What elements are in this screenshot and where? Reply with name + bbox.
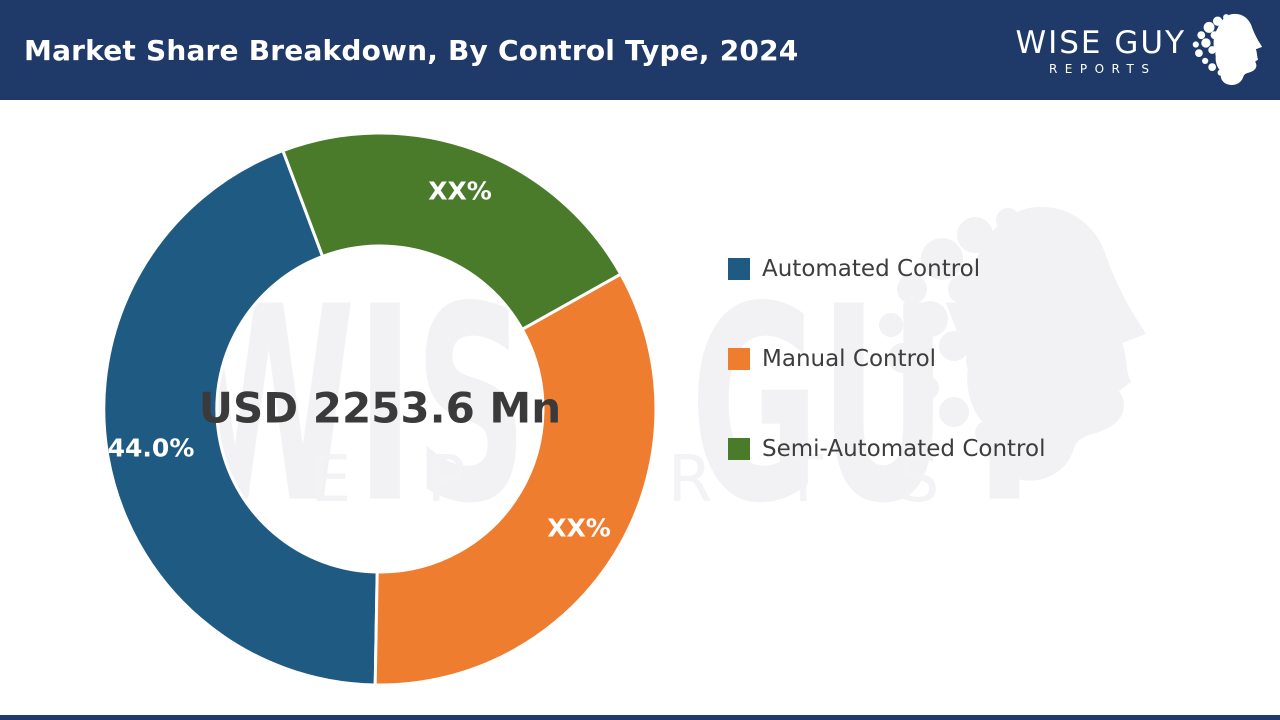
legend-swatch (728, 258, 750, 280)
brand-name: WISE GUY (1015, 25, 1186, 61)
legend-item-semi-automated-control: Semi-Automated Control (728, 436, 1045, 462)
legend-label: Semi-Automated Control (762, 436, 1046, 462)
legend-swatch (728, 438, 750, 460)
legend-swatch (728, 348, 750, 370)
chart-legend: Automated Control Manual Control Semi-Auto… (728, 256, 1045, 526)
donut-segment-manual-control (373, 272, 658, 687)
legend-item-automated-control: Automated Control (728, 256, 1045, 282)
page-title: Market Share Breakdown, By Control Type,… (24, 33, 799, 67)
brand-logo: WISE GUY REPORTS (1015, 8, 1266, 92)
header-bar: Market Share Breakdown, By Control Type,… (0, 0, 1280, 100)
legend-item-manual-control: Manual Control (728, 346, 1045, 372)
donut-segment-automated-control (102, 149, 379, 687)
segment-value-label: XX% (428, 176, 492, 206)
donut-segment-semi-automated-control (281, 131, 623, 331)
brand-face-icon (1192, 13, 1263, 86)
brand-subname: REPORTS (1048, 62, 1157, 76)
legend-label: Automated Control (762, 256, 981, 282)
segment-value-label: 44.0% (107, 433, 195, 463)
footer-bar (0, 715, 1280, 720)
brand-logo-text: WISE GUY REPORTS (1015, 25, 1186, 77)
legend-label: Manual Control (762, 346, 937, 372)
segment-value-label: XX% (547, 513, 611, 543)
center-value-label: USD 2253.6 Mn (198, 383, 562, 433)
